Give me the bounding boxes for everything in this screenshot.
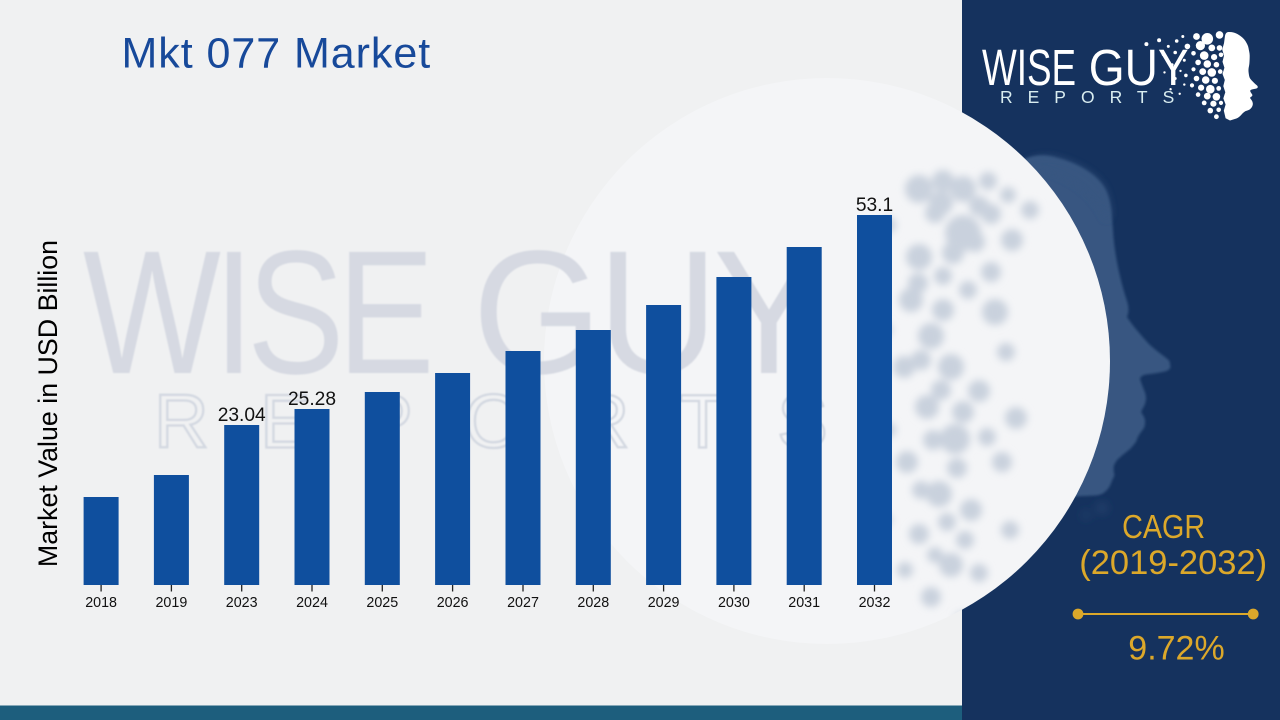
svg-text:2025: 2025 [366, 595, 398, 611]
svg-text:2019: 2019 [155, 595, 187, 611]
svg-text:Mkt 077 Market: Mkt 077 Market [122, 30, 432, 78]
svg-text:2032: 2032 [859, 595, 891, 611]
svg-text:2028: 2028 [577, 595, 609, 611]
svg-text:2023: 2023 [226, 595, 258, 611]
svg-text:53.1: 53.1 [856, 195, 893, 216]
svg-text:2024: 2024 [296, 595, 328, 611]
svg-text:(2019-2032): (2019-2032) [1079, 544, 1267, 582]
svg-text:GUY: GUY [1089, 39, 1189, 96]
svg-text:2027: 2027 [507, 595, 539, 611]
svg-text:2026: 2026 [437, 595, 469, 611]
svg-text:REPORTS: REPORTS [154, 380, 879, 465]
svg-text:Market Value in USD Billion: Market Value in USD Billion [33, 240, 63, 567]
svg-text:CAGR: CAGR [1122, 508, 1205, 545]
svg-text:9.72%: 9.72% [1128, 630, 1224, 668]
svg-text:23.04: 23.04 [218, 405, 266, 426]
svg-text:2018: 2018 [85, 595, 117, 611]
svg-text:2031: 2031 [788, 595, 820, 611]
svg-text:2030: 2030 [718, 595, 750, 611]
svg-text:REPORTS: REPORTS [1000, 87, 1189, 107]
svg-text:WISE: WISE [982, 39, 1076, 96]
svg-text:25.28: 25.28 [288, 389, 336, 410]
svg-text:WISE: WISE [83, 215, 428, 411]
svg-text:2029: 2029 [648, 595, 680, 611]
